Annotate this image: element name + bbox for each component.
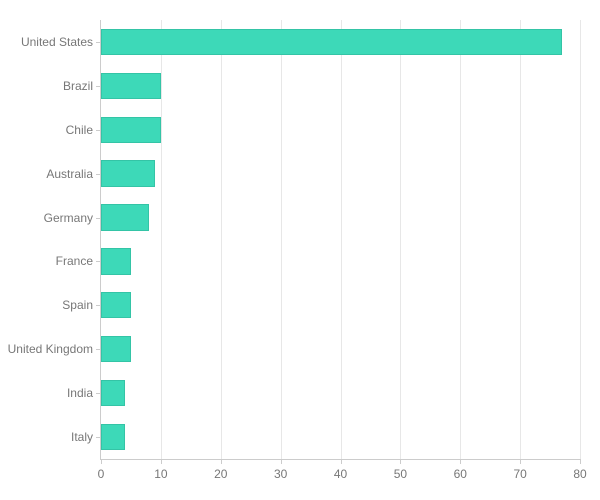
- bar: [101, 73, 161, 99]
- x-axis-tick-label: 60: [454, 459, 467, 481]
- x-axis-tick-label: 30: [274, 459, 287, 481]
- y-axis-category-label: Chile: [66, 123, 101, 137]
- y-axis-category-label: France: [56, 254, 101, 268]
- x-axis-tick-label: 40: [334, 459, 347, 481]
- bar-slot: Italy: [101, 415, 580, 459]
- bar-slot: United States: [101, 20, 580, 64]
- bar: [101, 160, 155, 186]
- plot-area: 01020304050607080United StatesBrazilChil…: [100, 20, 580, 460]
- y-axis-category-label: Australia: [46, 167, 101, 181]
- x-axis-tick-label: 70: [513, 459, 526, 481]
- bar-slot: Australia: [101, 152, 580, 196]
- bar-slot: France: [101, 240, 580, 284]
- y-axis-category-label: India: [67, 386, 101, 400]
- y-axis-category-label: Spain: [62, 298, 101, 312]
- x-axis-tick-label: 10: [154, 459, 167, 481]
- bar: [101, 424, 125, 450]
- bar-slot: United Kingdom: [101, 327, 580, 371]
- y-axis-category-label: Germany: [44, 211, 101, 225]
- x-axis-tick-label: 20: [214, 459, 227, 481]
- bar-slot: India: [101, 371, 580, 415]
- bar-slot: Germany: [101, 196, 580, 240]
- y-axis-category-label: United States: [21, 35, 101, 49]
- y-axis-category-label: Brazil: [63, 79, 101, 93]
- bar: [101, 248, 131, 274]
- bar: [101, 204, 149, 230]
- gridline: [580, 20, 581, 459]
- x-axis-tick-label: 50: [394, 459, 407, 481]
- bar-slot: Spain: [101, 283, 580, 327]
- x-axis-tick-label: 0: [98, 459, 105, 481]
- bar-slot: Brazil: [101, 64, 580, 108]
- y-axis-category-label: Italy: [71, 430, 101, 444]
- horizontal-bar-chart: 01020304050607080United StatesBrazilChil…: [0, 0, 600, 500]
- bar: [101, 29, 562, 55]
- bar: [101, 117, 161, 143]
- bar: [101, 380, 125, 406]
- bar-slot: Chile: [101, 108, 580, 152]
- bar: [101, 336, 131, 362]
- x-axis-tick-label: 80: [573, 459, 586, 481]
- bar: [101, 292, 131, 318]
- y-axis-category-label: United Kingdom: [8, 342, 101, 356]
